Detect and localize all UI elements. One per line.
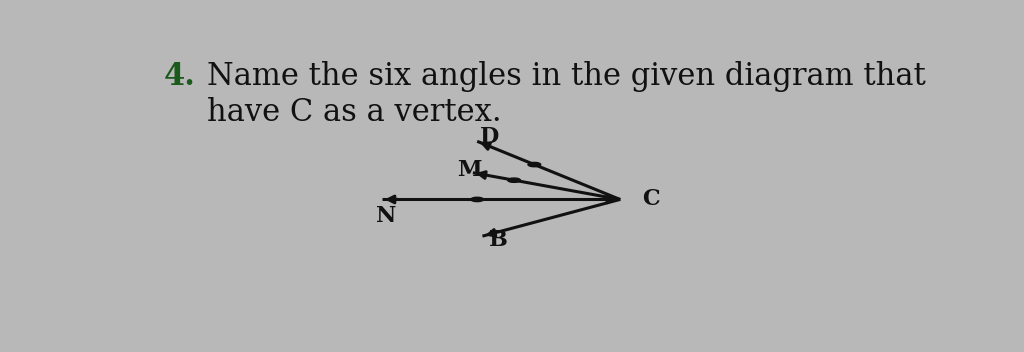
Text: B: B <box>488 229 508 251</box>
Circle shape <box>471 197 483 202</box>
Circle shape <box>528 162 541 167</box>
Text: N: N <box>376 205 396 227</box>
Text: M: M <box>457 159 481 181</box>
Circle shape <box>508 178 520 182</box>
Text: Name the six angles in the given diagram that
have C as a vertex.: Name the six angles in the given diagram… <box>207 61 926 128</box>
Text: C: C <box>642 188 659 210</box>
Text: 4.: 4. <box>164 61 196 92</box>
Text: D: D <box>479 126 499 148</box>
